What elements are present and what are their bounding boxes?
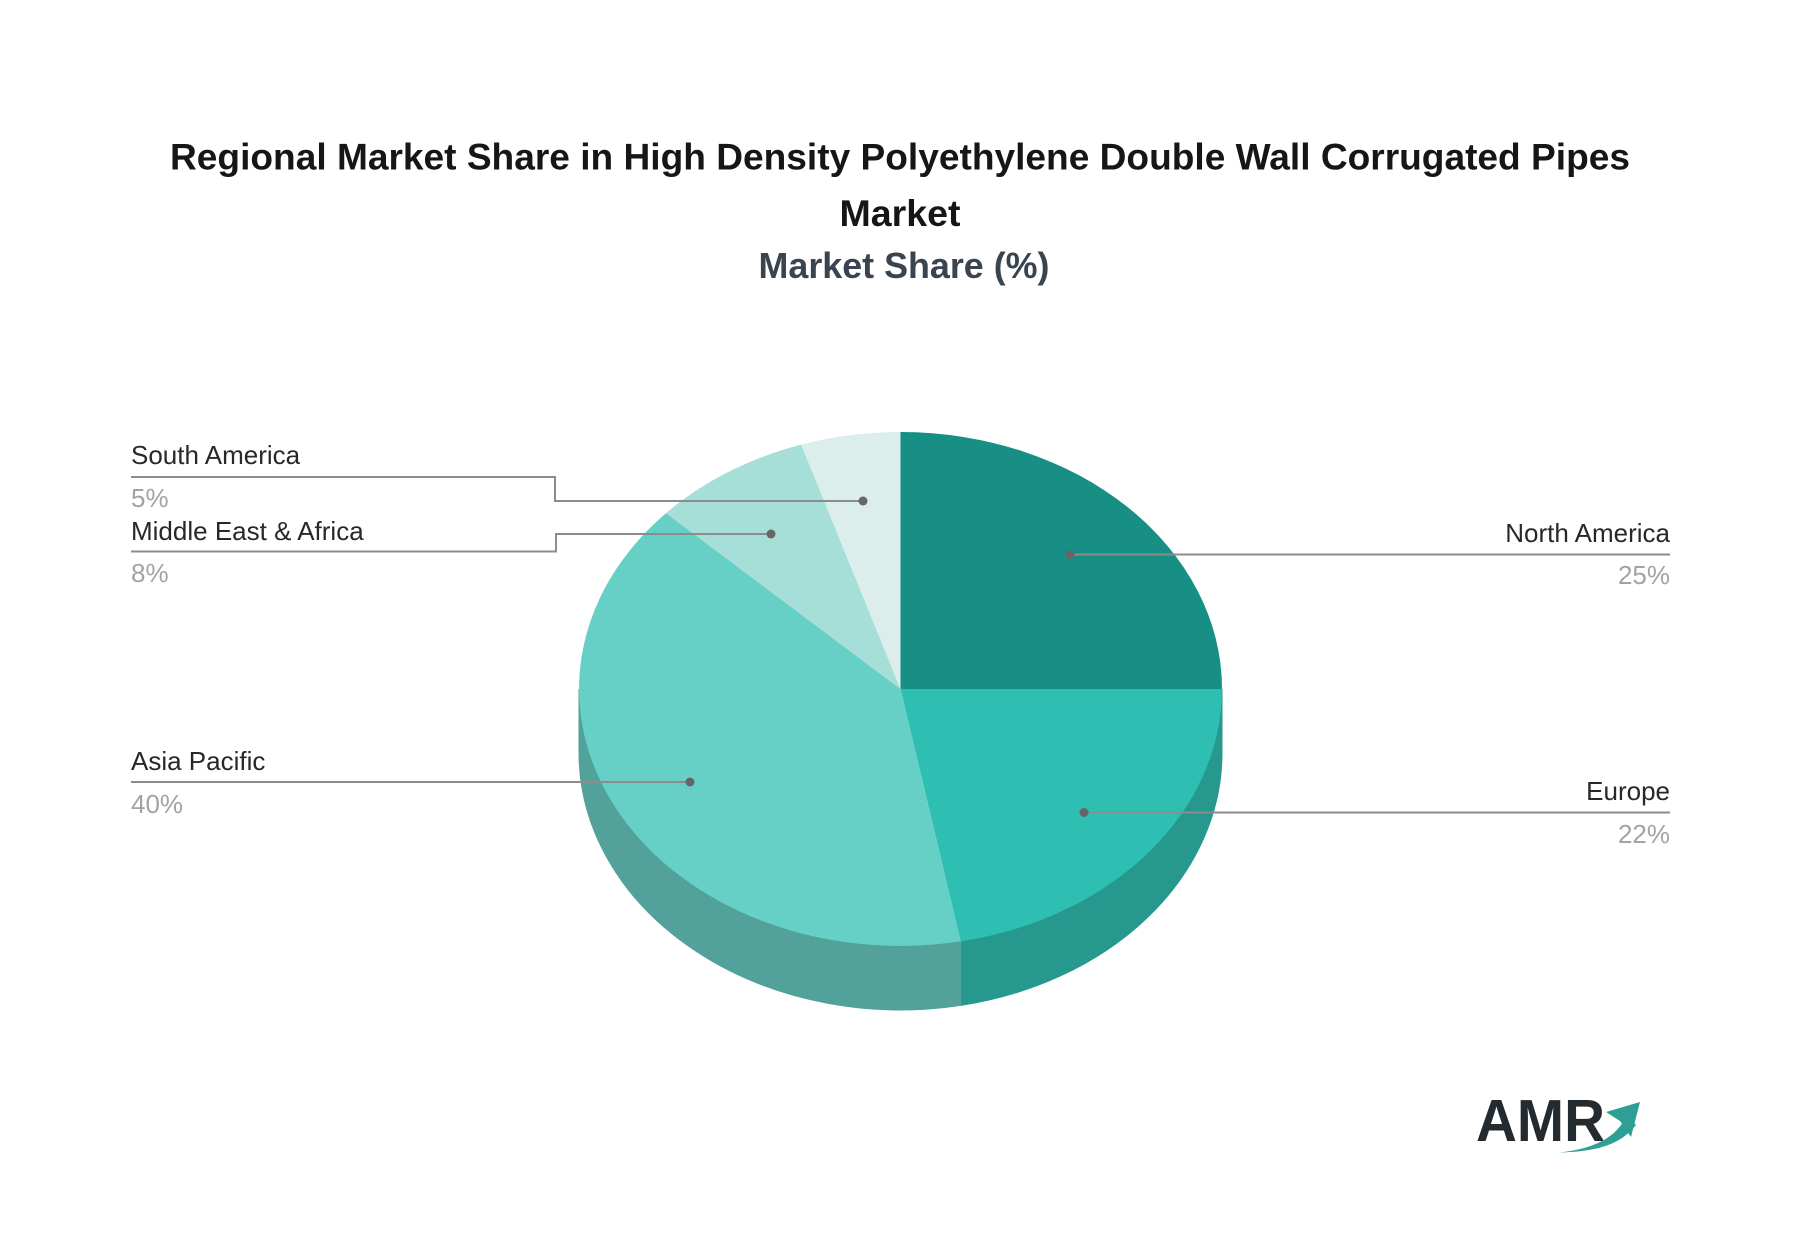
svg-text:AMR: AMR [1476,1088,1605,1154]
svg-text:Regional Market Share in High: Regional Market Share in High Density Po… [170,137,1630,178]
svg-text:Asia Pacific: Asia Pacific [131,746,265,776]
svg-text:South America: South America [131,440,301,470]
svg-text:Market Share (%): Market Share (%) [759,245,1050,286]
svg-text:5%: 5% [131,483,169,513]
svg-text:8%: 8% [131,558,169,588]
svg-text:25%: 25% [1618,560,1670,590]
svg-text:40%: 40% [131,789,183,819]
svg-text:Market: Market [840,193,961,234]
svg-text:Middle East & Africa: Middle East & Africa [131,516,364,546]
svg-text:North America: North America [1505,518,1670,548]
svg-text:Europe: Europe [1586,776,1670,806]
svg-text:22%: 22% [1618,819,1670,849]
